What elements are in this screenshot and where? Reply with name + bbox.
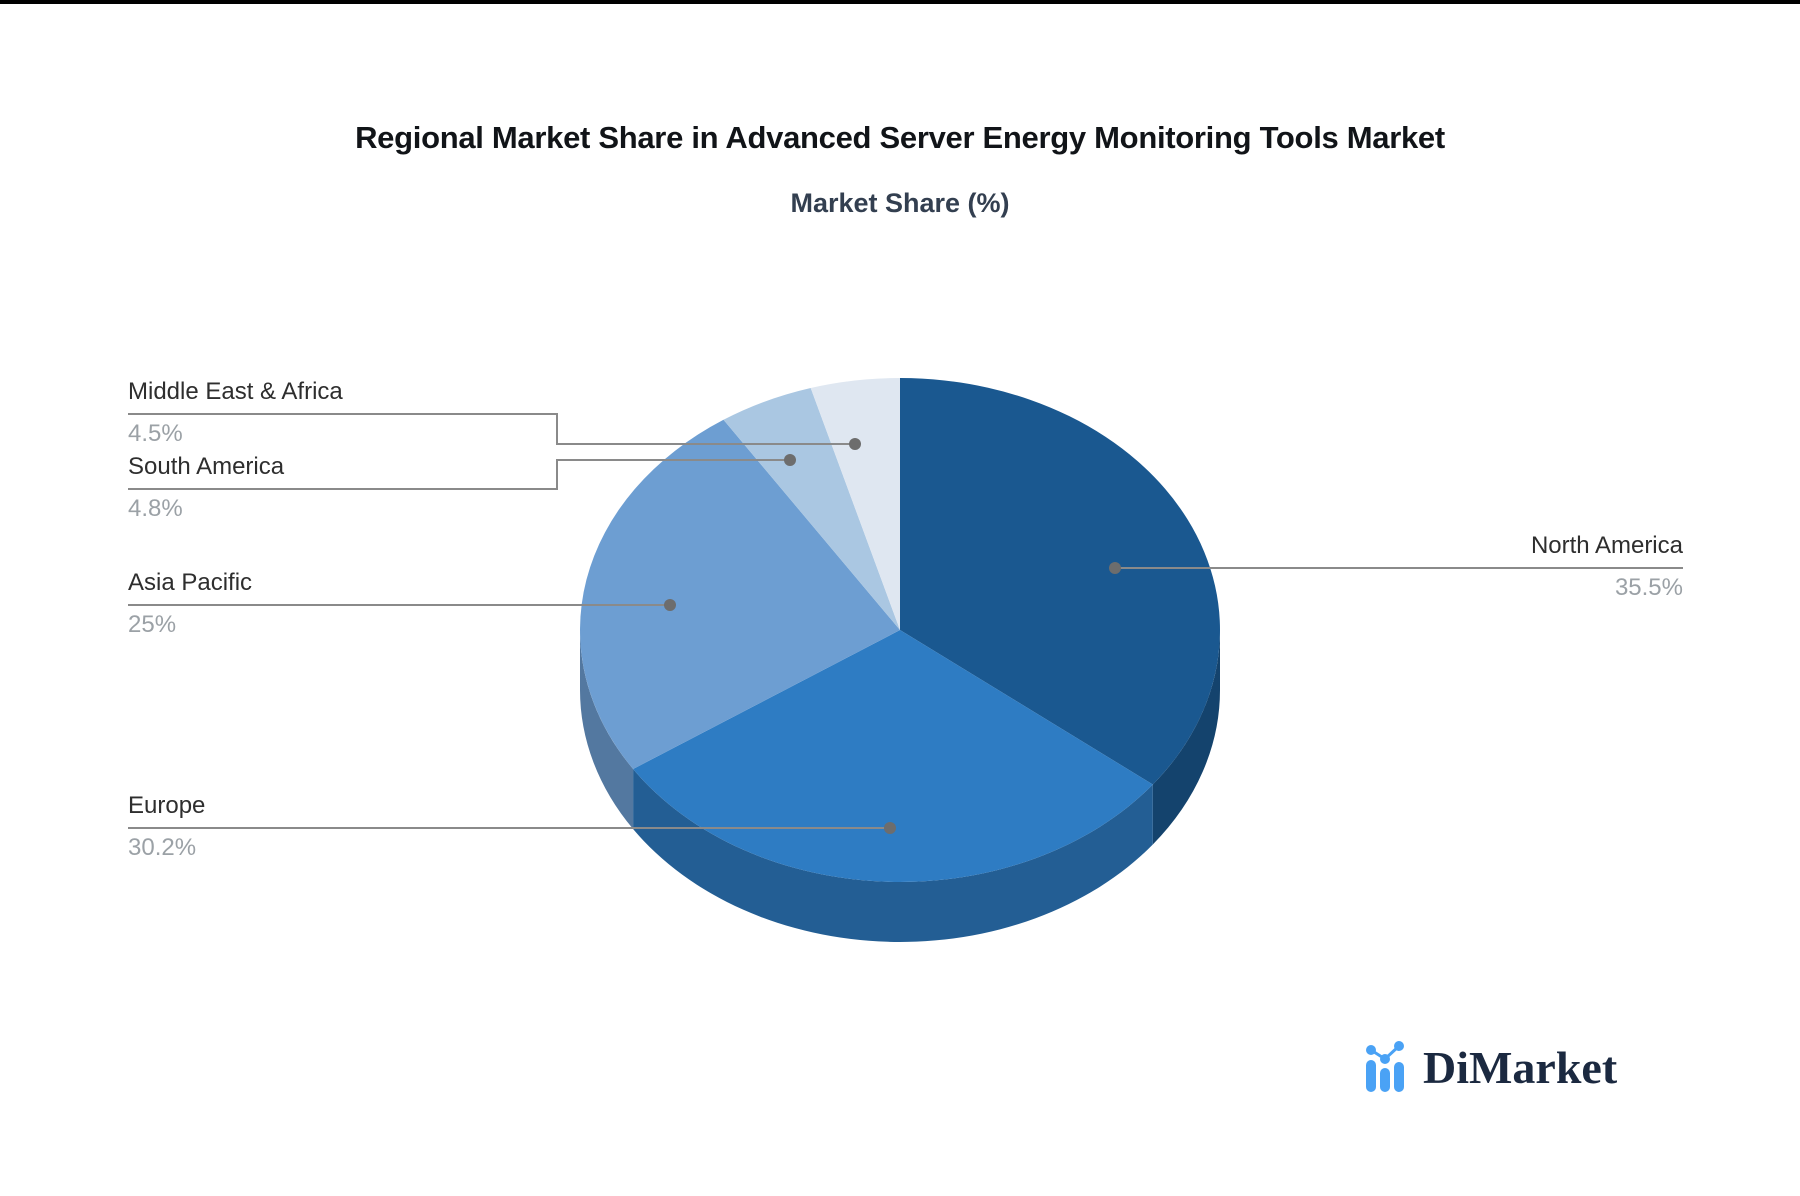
segment-value: 4.8%: [128, 495, 183, 522]
segment-label: North America: [1530, 532, 1683, 559]
callout-europe: Europe 30.2%: [128, 792, 588, 862]
leader-dot-europe: [884, 822, 896, 834]
leader-dot-asia-pacific: [664, 599, 676, 611]
leader-line-south-america: [128, 459, 790, 490]
pie-slice-europe[interactable]: [633, 630, 1153, 882]
leader-dot-middle-east-africa: [849, 438, 861, 450]
segment-label: Asia Pacific: [128, 569, 253, 596]
dimarket-logo: DiMarket: [1364, 1040, 1617, 1092]
callout-north-america: North America 35.5%: [1223, 532, 1683, 602]
chart-title: Regional Market Share in Advanced Server…: [355, 120, 1445, 155]
bar-line-chart-icon: [1366, 1041, 1404, 1092]
pie-side-europe: [633, 769, 1153, 942]
segment-value: 35.5%: [1614, 574, 1683, 601]
segment-label: Europe: [128, 792, 206, 819]
segment-value: 4.5%: [128, 420, 183, 447]
pie-slice-middle-east-africa[interactable]: [810, 378, 900, 630]
pie-slice-asia-pacific[interactable]: [580, 419, 900, 769]
leader-line-middle-east-africa: [128, 413, 855, 445]
pie-side-north-america: [1152, 630, 1220, 845]
leader-dot-south-america: [784, 454, 796, 466]
callout-south-america: South America 4.8%: [128, 453, 588, 523]
segment-value: 30.2%: [128, 834, 197, 861]
pie-slice-north-america[interactable]: [900, 378, 1220, 785]
chart-subtitle: Market Share (%): [790, 188, 1010, 218]
segment-label: South America: [128, 453, 285, 480]
leader-dot-north-america: [1109, 562, 1121, 574]
pie-side-asia-pacific: [580, 630, 634, 829]
callout-asia-pacific: Asia Pacific 25%: [128, 569, 588, 639]
segment-value: 25%: [128, 611, 177, 638]
logo-text: DiMarket: [1423, 1042, 1618, 1093]
top-border: [0, 0, 1800, 4]
segment-label: Middle East & Africa: [128, 378, 343, 405]
callout-middle-east-africa: Middle East & Africa 4.5%: [128, 378, 588, 448]
pie-slice-south-america[interactable]: [723, 388, 901, 630]
